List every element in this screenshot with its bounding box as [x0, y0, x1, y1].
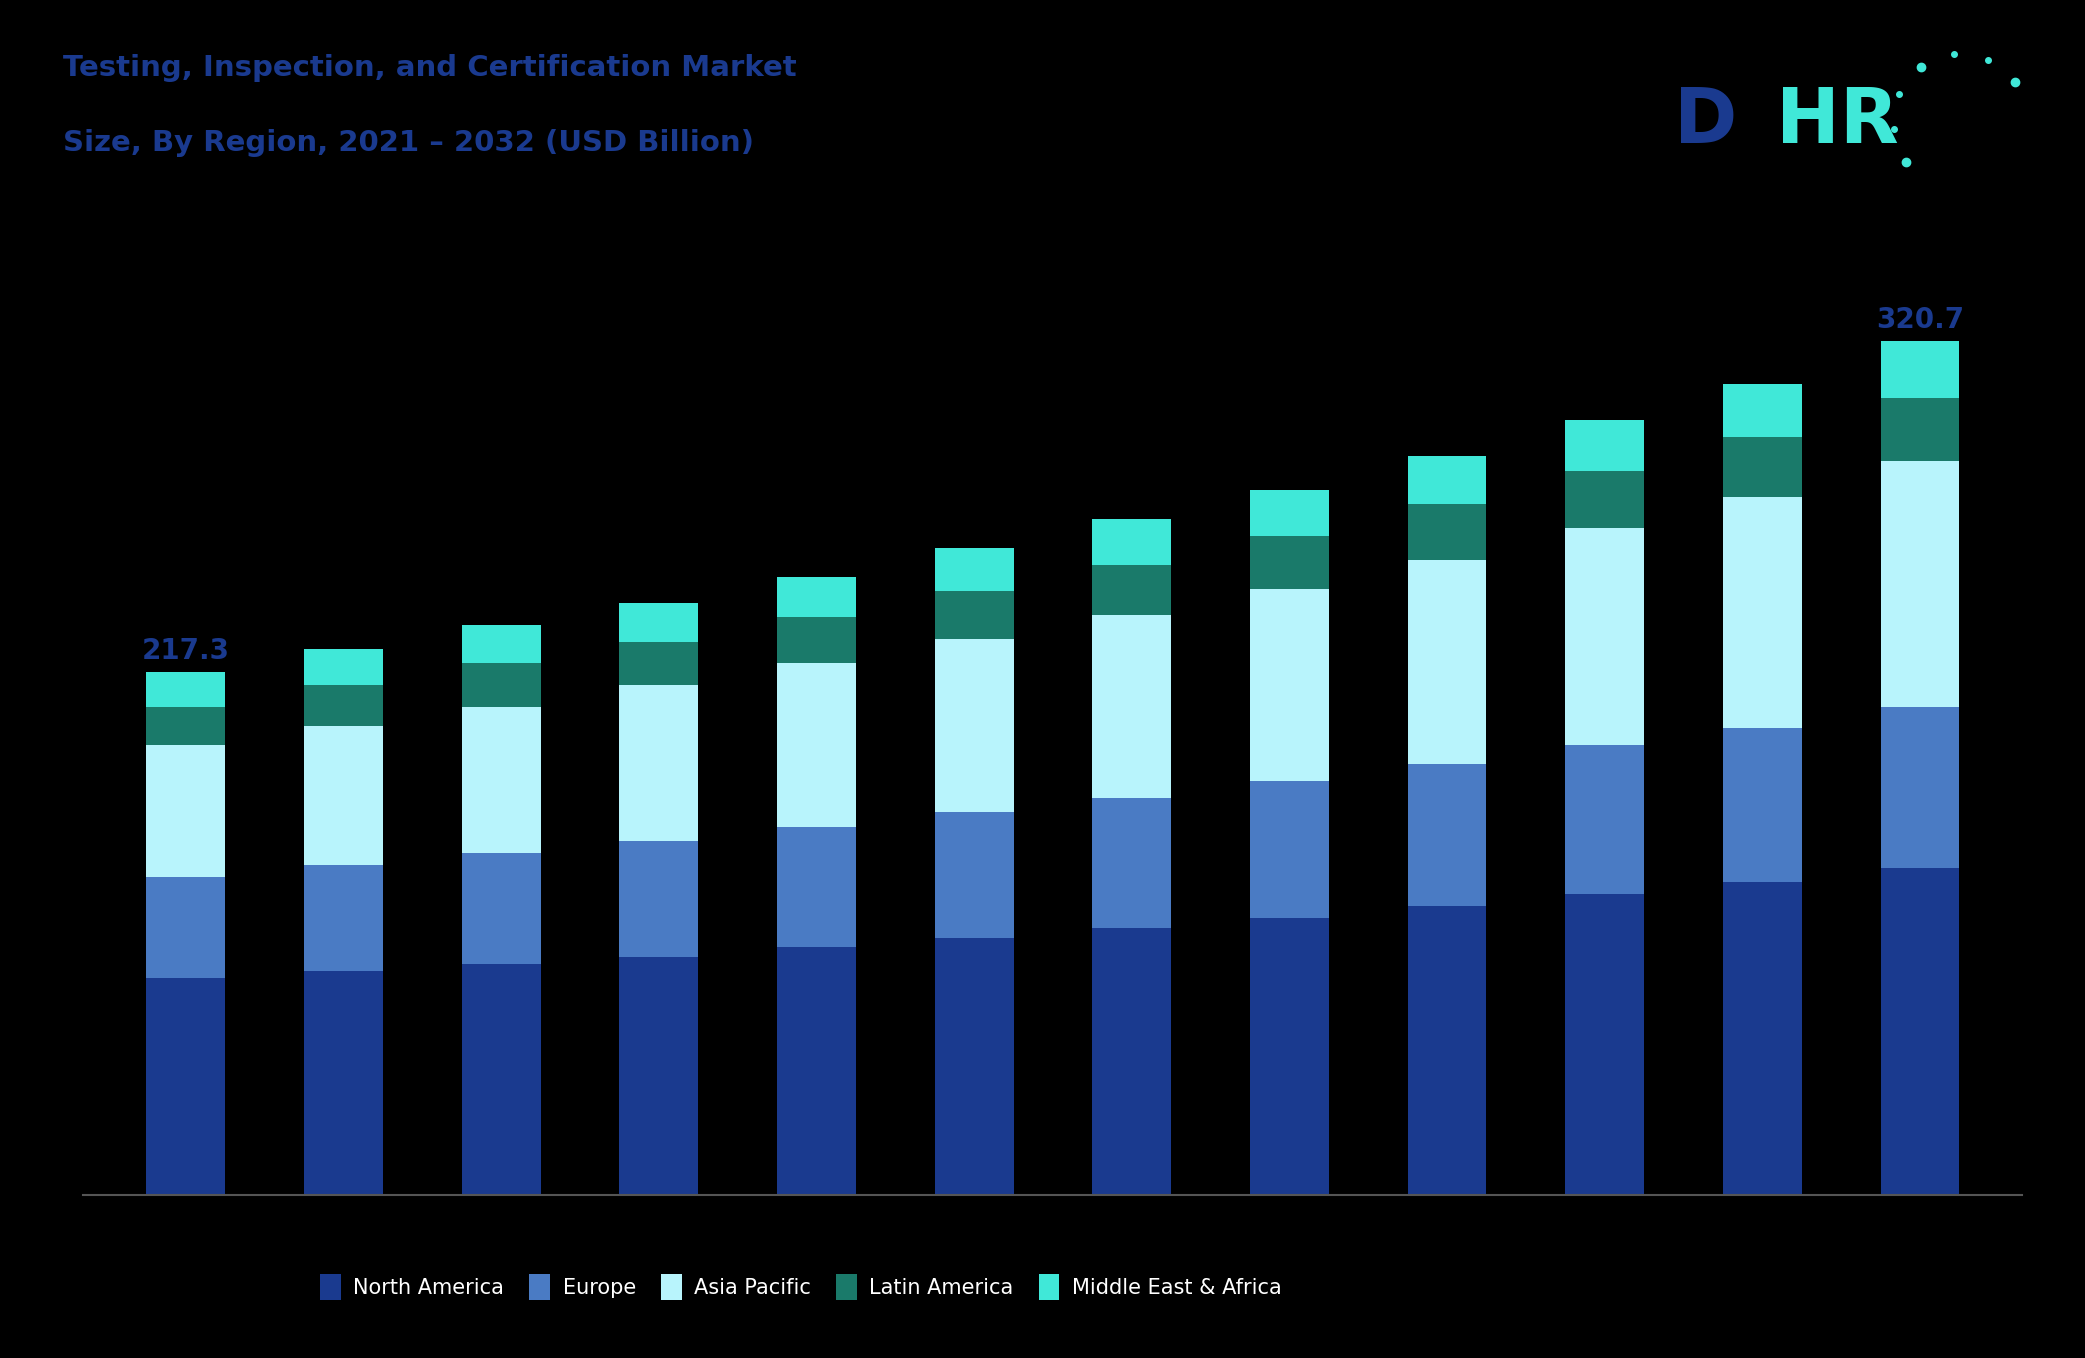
Text: Size, By Region, 2021 – 2032 (USD Billion): Size, By Region, 2021 – 2032 (USD Billio…: [63, 129, 753, 158]
Bar: [1251, 535, 1328, 588]
Bar: [1566, 471, 1645, 528]
Bar: [1722, 883, 1801, 1195]
Bar: [1251, 490, 1328, 535]
Bar: [304, 725, 384, 865]
Bar: [304, 865, 384, 971]
Bar: [1093, 565, 1172, 615]
Bar: [1722, 497, 1801, 728]
Bar: [1251, 918, 1328, 1195]
Bar: [934, 640, 1013, 812]
Bar: [1093, 928, 1172, 1195]
Bar: [304, 971, 384, 1195]
Bar: [619, 641, 698, 684]
Legend: North America, Europe, Asia Pacific, Latin America, Middle East & Africa: North America, Europe, Asia Pacific, Lat…: [311, 1266, 1291, 1308]
Bar: [619, 841, 698, 957]
Text: Testing, Inspection, and Certification Market: Testing, Inspection, and Certification M…: [63, 54, 796, 83]
Text: HR: HR: [1776, 86, 1897, 159]
Bar: [1881, 398, 1960, 460]
Bar: [1251, 781, 1328, 918]
Bar: [619, 957, 698, 1195]
Text: 320.7: 320.7: [1876, 306, 1964, 334]
Bar: [934, 937, 1013, 1195]
Bar: [778, 947, 855, 1195]
Bar: [934, 591, 1013, 640]
Bar: [146, 877, 225, 979]
Bar: [1093, 799, 1172, 928]
Bar: [461, 663, 540, 706]
Text: 217.3: 217.3: [142, 637, 229, 665]
Bar: [1407, 559, 1487, 765]
Bar: [1881, 341, 1960, 398]
Bar: [146, 979, 225, 1195]
Text: D: D: [1674, 86, 1737, 159]
Bar: [1093, 615, 1172, 799]
Bar: [778, 577, 855, 618]
Bar: [461, 625, 540, 663]
Bar: [1722, 728, 1801, 883]
Bar: [619, 684, 698, 841]
Bar: [461, 853, 540, 964]
Bar: [1881, 706, 1960, 868]
Bar: [778, 618, 855, 663]
Bar: [146, 672, 225, 706]
Bar: [778, 663, 855, 827]
Bar: [461, 706, 540, 853]
Bar: [1407, 456, 1487, 504]
Bar: [146, 746, 225, 877]
Bar: [1566, 420, 1645, 471]
Bar: [1407, 765, 1487, 906]
Bar: [1881, 460, 1960, 706]
Bar: [1566, 894, 1645, 1195]
Bar: [778, 827, 855, 947]
Bar: [1566, 746, 1645, 894]
Bar: [1407, 504, 1487, 559]
Bar: [1407, 906, 1487, 1195]
Bar: [934, 547, 1013, 591]
Bar: [1251, 588, 1328, 781]
Bar: [1722, 437, 1801, 497]
Bar: [304, 649, 384, 684]
Bar: [1566, 528, 1645, 746]
Bar: [1093, 519, 1172, 565]
Bar: [619, 603, 698, 641]
Bar: [934, 812, 1013, 937]
Bar: [461, 964, 540, 1195]
Bar: [1881, 868, 1960, 1195]
Bar: [146, 706, 225, 746]
Bar: [1722, 384, 1801, 437]
Bar: [304, 684, 384, 725]
